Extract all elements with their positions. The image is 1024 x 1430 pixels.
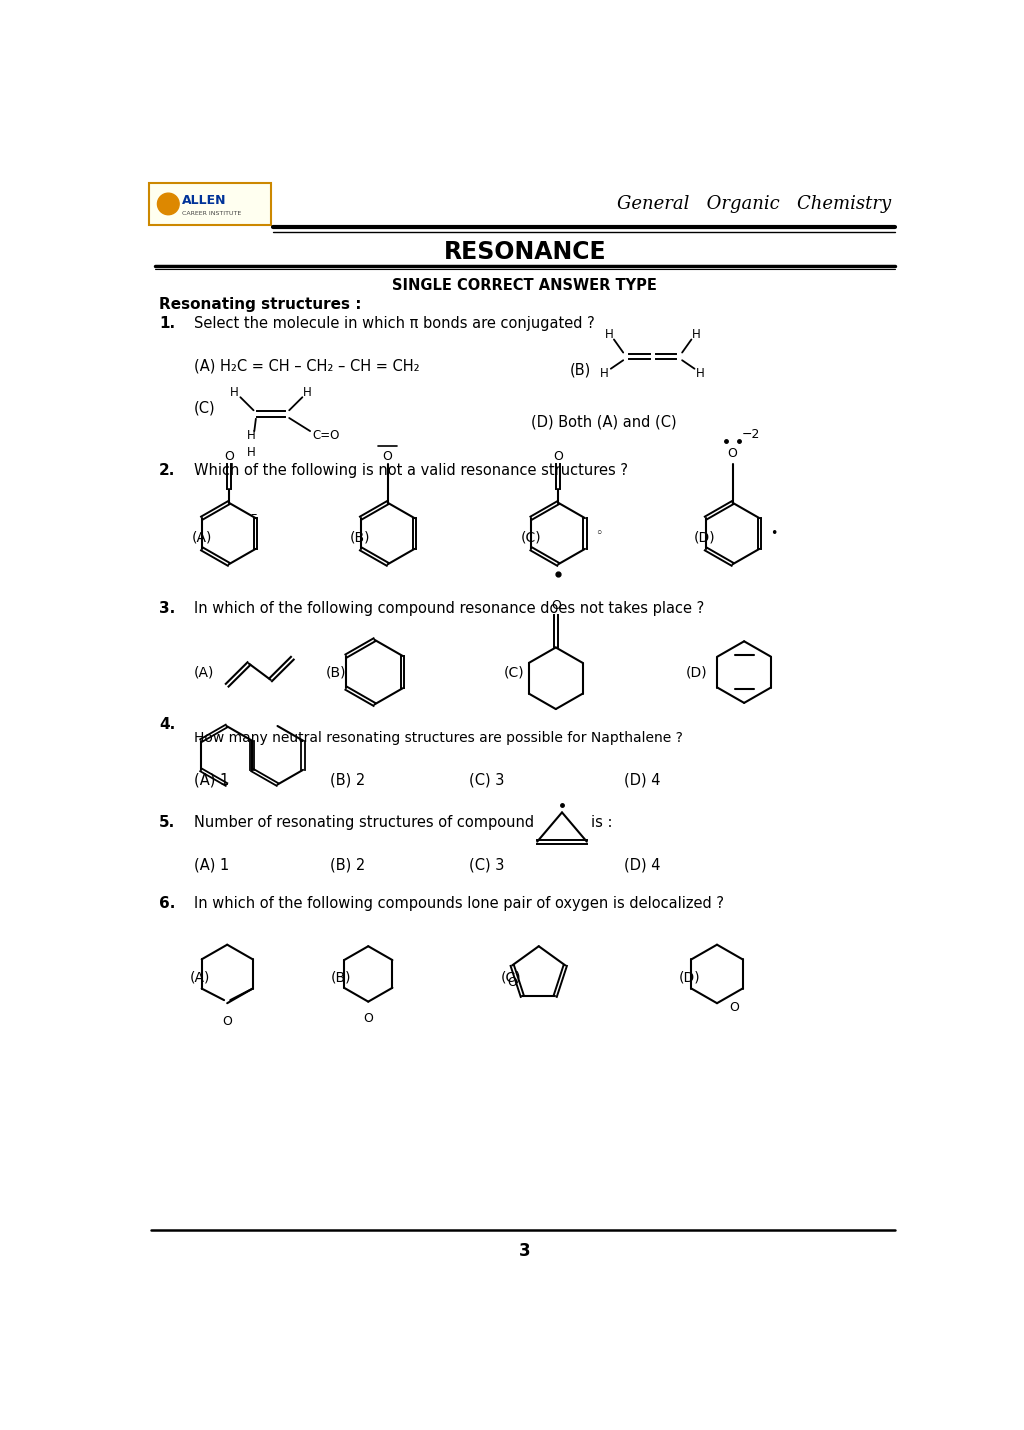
Text: C=O: C=O [312, 429, 340, 442]
Text: In which of the following compound resonance does not takes place ?: In which of the following compound reson… [194, 602, 705, 616]
Text: is :: is : [592, 815, 613, 829]
Text: (A) 1: (A) 1 [194, 857, 229, 872]
Text: 3.: 3. [159, 602, 175, 616]
Text: 5.: 5. [159, 815, 175, 829]
Text: (B): (B) [326, 665, 346, 679]
Text: (C) 3: (C) 3 [469, 857, 505, 872]
Text: (D) 4: (D) 4 [624, 772, 660, 788]
Text: H: H [247, 429, 256, 442]
Text: How many neutral resonating structures are possible for Napthalene ?: How many neutral resonating structures a… [194, 731, 683, 745]
Text: ALLEN: ALLEN [182, 193, 226, 206]
Text: (D): (D) [694, 531, 716, 545]
Text: 2.: 2. [159, 463, 175, 478]
Text: (B) 2: (B) 2 [330, 772, 365, 788]
Text: (D): (D) [686, 665, 708, 679]
Text: H: H [691, 329, 700, 342]
Text: (C): (C) [504, 665, 524, 679]
Text: General   Organic   Chemistry: General Organic Chemistry [617, 194, 891, 213]
Text: −2: −2 [741, 429, 760, 442]
Text: O: O [383, 450, 392, 463]
Text: (B): (B) [350, 531, 371, 545]
Text: O: O [507, 977, 517, 990]
Text: –: – [251, 509, 257, 522]
Text: Number of resonating structures of compound: Number of resonating structures of compo… [194, 815, 534, 829]
Text: O: O [364, 1012, 373, 1025]
Text: 6.: 6. [159, 895, 175, 911]
Text: H: H [696, 368, 706, 380]
Text: (C): (C) [520, 531, 541, 545]
Text: (C): (C) [501, 971, 521, 985]
Text: H: H [605, 329, 613, 342]
Text: RESONANCE: RESONANCE [443, 240, 606, 265]
Text: CAREER INSTITUTE: CAREER INSTITUTE [182, 210, 242, 216]
Text: (D): (D) [678, 971, 700, 985]
Text: (A): (A) [191, 531, 212, 545]
Text: 4.: 4. [159, 716, 175, 732]
Text: Resonating structures :: Resonating structures : [159, 296, 361, 312]
Text: (A): (A) [194, 665, 214, 679]
Text: (B): (B) [569, 363, 591, 378]
Text: SINGLE CORRECT ANSWER TYPE: SINGLE CORRECT ANSWER TYPE [392, 277, 657, 293]
Text: H: H [303, 386, 311, 399]
Text: (A) 1: (A) 1 [194, 772, 229, 788]
Text: O: O [222, 1015, 232, 1028]
Text: (A) H₂C = CH – CH₂ – CH = CH₂: (A) H₂C = CH – CH₂ – CH = CH₂ [194, 358, 420, 373]
Text: H: H [247, 446, 256, 459]
Text: (A): (A) [189, 971, 210, 985]
Text: O: O [551, 599, 561, 612]
Text: (D) Both (A) and (C): (D) Both (A) and (C) [531, 415, 677, 429]
Text: Which of the following is not a valid resonance structures ?: Which of the following is not a valid re… [194, 463, 628, 478]
Text: ◦: ◦ [595, 528, 603, 541]
Text: O: O [224, 450, 233, 463]
Text: 1.: 1. [159, 316, 175, 330]
Text: O: O [728, 448, 737, 460]
Circle shape [158, 193, 179, 214]
Text: In which of the following compounds lone pair of oxygen is delocalized ?: In which of the following compounds lone… [194, 895, 724, 911]
Text: (C) 3: (C) 3 [469, 772, 505, 788]
Text: (D) 4: (D) 4 [624, 857, 660, 872]
FancyBboxPatch shape [148, 183, 270, 225]
Text: 3: 3 [519, 1243, 530, 1260]
Text: (B): (B) [331, 971, 351, 985]
Text: O: O [553, 450, 563, 463]
Text: •: • [770, 528, 777, 541]
Text: (B) 2: (B) 2 [330, 857, 365, 872]
Text: H: H [229, 386, 239, 399]
Text: H: H [600, 368, 609, 380]
Text: Select the molecule in which π bonds are conjugated ?: Select the molecule in which π bonds are… [194, 316, 595, 330]
Text: O: O [729, 1001, 739, 1014]
Text: (C): (C) [194, 400, 215, 416]
